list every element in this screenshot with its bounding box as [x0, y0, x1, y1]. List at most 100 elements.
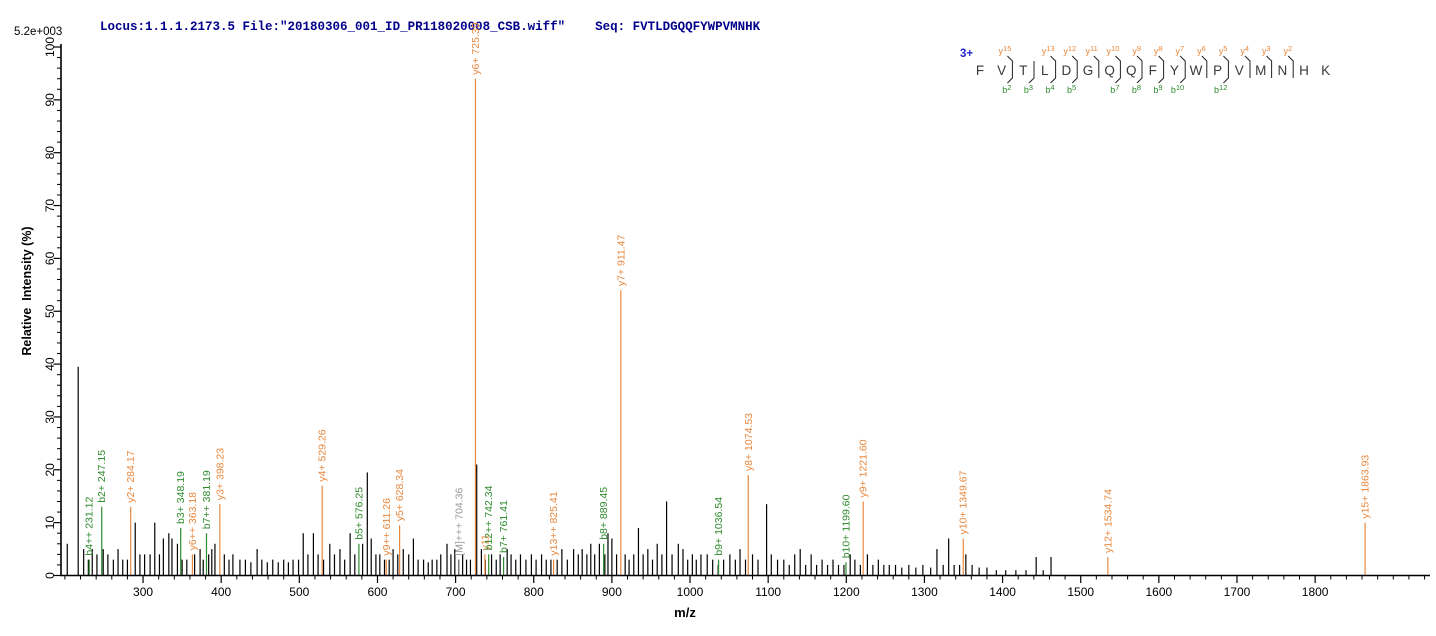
ladder-label-y13: y13	[1042, 44, 1055, 56]
residue-6-G: G	[1083, 63, 1094, 78]
ladder-label-y7: y7	[1176, 44, 1185, 56]
ladder-label-b4: b4	[1045, 83, 1054, 95]
peak-label-[M]+++: [M]+++ 704.36	[454, 487, 466, 555]
x-tick-label: 1300	[911, 585, 938, 599]
peak-label-y13++: y13++ 825.41	[548, 491, 560, 555]
peak-label-y9++: y9++ 611.26	[381, 498, 393, 556]
ladder-label-y10: y10	[1107, 44, 1120, 56]
peak-label-y12+: y12+ 1534.74	[1102, 489, 1114, 553]
peak-label-y8+: y8+ 1074.53	[743, 413, 755, 471]
cleavage-mark-8	[1136, 55, 1143, 84]
residue-14-M: M	[1255, 63, 1266, 78]
ladder-label-y5: y5	[1219, 44, 1228, 56]
peak-label-b12++: b12++ 742.34	[483, 485, 495, 550]
residue-2-V: V	[997, 63, 1006, 78]
ladder-label-y6: y6	[1197, 44, 1206, 56]
x-tick-label: 1400	[989, 585, 1016, 599]
base-peak-intensity-note: 5.2e+003	[14, 26, 63, 38]
peak-label-b5+: b5+ 576.25	[353, 487, 365, 540]
x-tick-label: 1600	[1146, 585, 1173, 599]
ladder-label-y11: y11	[1086, 44, 1098, 56]
x-tick-label: 1000	[677, 585, 704, 599]
ladder-label-y15: y15	[999, 44, 1012, 56]
residue-4-L: L	[1041, 63, 1049, 78]
x-tick-label: 600	[367, 585, 387, 599]
peak-label-y15+: y15+ 1863.93	[1360, 455, 1372, 519]
ladder-label-y9: y9	[1132, 44, 1141, 56]
peak-label-y4+: y4+ 529.26	[317, 429, 329, 481]
residue-8-Q: Q	[1126, 63, 1137, 78]
peak-label-y11++: y11	[479, 534, 491, 550]
peak-label-y9+: y9+ 1221.60	[858, 439, 870, 497]
ladder-label-y12: y12	[1063, 44, 1076, 56]
y-tick-label: 90	[43, 93, 57, 107]
precursor-charge-label: 3+	[960, 48, 973, 60]
cleavage-mark-9	[1158, 55, 1165, 84]
residue-5-D: D	[1062, 63, 1072, 78]
x-tick-label: 500	[289, 585, 309, 599]
cleavage-mark-5	[1071, 55, 1078, 84]
x-tick-label: 900	[602, 585, 622, 599]
x-tick-label: 1200	[833, 585, 860, 599]
peak-label-b9+: b9+ 1036.54	[713, 497, 725, 556]
ladder-label-b12: b12	[1214, 83, 1227, 95]
ladder-label-b3: b3	[1024, 83, 1033, 95]
y-tick-label: 10	[43, 516, 57, 530]
residue-10-Y: Y	[1170, 63, 1179, 78]
x-tick-label: 1700	[1224, 585, 1251, 599]
residue-7-Q: Q	[1104, 63, 1115, 78]
y-tick-label: 30	[43, 410, 57, 424]
peak-label-b3+: b3+ 348.19	[175, 471, 187, 524]
y-tick-label: 50	[43, 304, 57, 318]
peak-label-y6++: y6++ 363.18	[187, 492, 199, 551]
residue-17-K: K	[1321, 63, 1330, 78]
y-tick-label: 80	[43, 146, 57, 160]
cleavage-mark-7	[1115, 55, 1121, 84]
ladder-label-b2: b2	[1002, 83, 1011, 95]
ladder-label-y3: y3	[1262, 44, 1271, 56]
header: Locus:1.1.1.2173.5 File:"20180306_001_ID…	[70, 6, 760, 48]
sequence-label: Seq: FVTLDGQQFYWPVMNHK	[595, 20, 761, 34]
y-tick-label: 60	[43, 251, 57, 265]
ladder-label-b8: b8	[1132, 83, 1141, 95]
y-tick-label: 100	[43, 37, 57, 57]
peak-label-y7+: y7+ 911.47	[615, 234, 627, 286]
cleavage-mark-13	[1244, 55, 1251, 78]
residue-9-F: F	[1149, 63, 1157, 78]
y-tick-label: 70	[43, 199, 57, 213]
residue-3-T: T	[1019, 63, 1027, 78]
x-tick-label: 400	[211, 585, 231, 599]
peak-label-b2+: b2+ 247.15	[96, 450, 108, 503]
peak-label-b8+: b8+ 889.45	[598, 487, 610, 540]
y-tick-label: 40	[43, 357, 57, 371]
residue-11-W: W	[1190, 63, 1203, 78]
ladder-label-b7: b7	[1110, 83, 1119, 95]
cleavage-mark-10	[1179, 55, 1186, 84]
residue-15-N: N	[1278, 63, 1288, 78]
x-tick-label: 1100	[755, 585, 781, 599]
x-tick-label: 800	[524, 585, 544, 599]
x-tick-label: 700	[446, 585, 466, 599]
cleavage-mark-3	[1028, 61, 1035, 84]
ladder-label-y8: y8	[1154, 44, 1163, 56]
residue-1-F: F	[976, 63, 984, 78]
peak-label-y2+: y2+ 284.17	[125, 450, 137, 502]
y-tick-label: 20	[43, 463, 57, 477]
peak-label-b10+: b10+ 1199.60	[840, 494, 852, 558]
cleavage-mark-11	[1201, 55, 1208, 78]
ladder-label-y2: y2	[1284, 44, 1293, 56]
y-tick-label: 0	[43, 572, 57, 579]
ladder-label-b10: b10	[1171, 83, 1184, 95]
x-tick-label: 300	[133, 585, 153, 599]
ladder-label-y4: y4	[1240, 44, 1249, 56]
ladder-label-b9: b9	[1153, 83, 1162, 95]
residue-12-P: P	[1213, 63, 1222, 78]
cleavage-mark-6	[1093, 55, 1100, 78]
peak-label-y3+: y3+ 398.23	[214, 448, 226, 500]
peak-label-y5+: y5+ 628.34	[394, 469, 406, 521]
locus-file-label: Locus:1.1.1.2173.5 File:"20180306_001_ID…	[100, 20, 566, 34]
peak-label-b4++: b4++ 231.12	[84, 497, 96, 556]
